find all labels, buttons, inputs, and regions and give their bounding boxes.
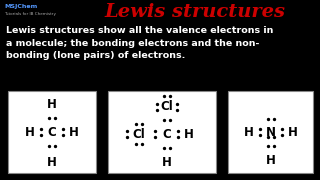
Bar xyxy=(8,91,96,173)
Text: Lewis structures: Lewis structures xyxy=(105,3,285,21)
Text: C: C xyxy=(48,125,56,138)
Text: H: H xyxy=(162,156,172,170)
Text: Cl: Cl xyxy=(161,100,173,114)
Text: Tutorials for IB Chemistry: Tutorials for IB Chemistry xyxy=(4,12,56,16)
Bar xyxy=(228,91,313,173)
Text: H: H xyxy=(288,125,297,138)
Text: C: C xyxy=(163,127,172,141)
Text: H: H xyxy=(69,125,79,138)
Bar xyxy=(108,91,216,173)
Text: H: H xyxy=(244,125,253,138)
Text: N: N xyxy=(266,125,276,138)
Text: Cl: Cl xyxy=(132,127,145,141)
Text: MSJChem: MSJChem xyxy=(4,4,37,9)
Text: H: H xyxy=(25,125,35,138)
Text: H: H xyxy=(47,98,57,111)
Text: H: H xyxy=(266,154,276,168)
Text: H: H xyxy=(47,156,57,168)
Text: H: H xyxy=(184,127,194,141)
Text: Lewis structures show all the valence electrons in
a molecule; the bonding elect: Lewis structures show all the valence el… xyxy=(6,26,273,60)
